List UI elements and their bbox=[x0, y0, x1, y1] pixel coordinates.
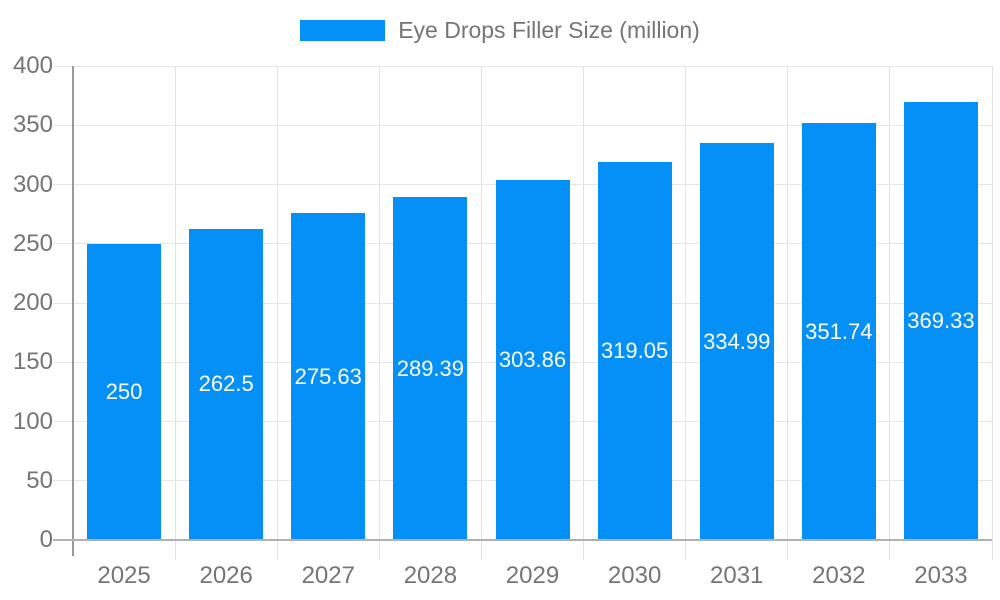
x-gridline bbox=[889, 66, 891, 540]
x-axis-label: 2032 bbox=[812, 562, 866, 589]
y-axis-label: 400 bbox=[12, 52, 53, 79]
x-gridline bbox=[378, 66, 380, 540]
x-gridline bbox=[480, 66, 482, 540]
bar-value-label: 319.05 bbox=[600, 337, 669, 363]
x-tick bbox=[787, 540, 789, 560]
bar-value-label: 334.99 bbox=[703, 328, 771, 354]
x-axis-label: 2031 bbox=[710, 562, 764, 589]
y-tick bbox=[53, 361, 73, 363]
y-axis-label: 350 bbox=[12, 111, 53, 139]
x-tick bbox=[889, 540, 891, 560]
y-axis-label: 300 bbox=[12, 170, 53, 198]
y-gridline bbox=[73, 124, 992, 126]
bar-value-label: 369.33 bbox=[907, 308, 975, 334]
y-axis-label: 150 bbox=[12, 348, 53, 376]
legend-swatch-icon bbox=[300, 20, 386, 41]
y-tick bbox=[53, 184, 73, 185]
x-axis-label: 2028 bbox=[403, 562, 458, 589]
x-gridline bbox=[787, 66, 789, 540]
plot-area: 250 262.5 275.63 289.39 303.86 319.05 334.99 35… bbox=[72, 65, 993, 540]
bar[interactable]: 275.63 bbox=[291, 213, 366, 540]
bar[interactable]: 289.39 bbox=[393, 197, 468, 540]
x-gridline bbox=[685, 66, 687, 540]
bar[interactable]: 250 bbox=[87, 243, 162, 540]
x-axis-label: 2030 bbox=[607, 562, 662, 589]
bar-value-label: 275.63 bbox=[294, 363, 362, 389]
y-tick bbox=[53, 480, 73, 482]
x-axis-label: 2025 bbox=[97, 562, 151, 589]
x-axis-label: 2029 bbox=[505, 562, 560, 589]
bar[interactable]: 334.99 bbox=[699, 143, 774, 540]
x-tick bbox=[480, 540, 482, 560]
x-gridline bbox=[583, 66, 585, 540]
y-tick bbox=[53, 65, 73, 67]
bar-value-label: 303.86 bbox=[498, 346, 567, 372]
y-axis-label: 0 bbox=[39, 526, 53, 553]
y-tick bbox=[53, 421, 73, 422]
x-tick bbox=[276, 540, 278, 560]
x-tick bbox=[991, 540, 993, 560]
y-axis-label: 50 bbox=[26, 466, 53, 494]
bar[interactable]: 319.05 bbox=[597, 161, 672, 540]
y-axis-label: 200 bbox=[12, 289, 53, 316]
bar-value-label: 262.5 bbox=[198, 371, 254, 397]
x-gridline bbox=[991, 66, 993, 540]
x-gridline bbox=[174, 66, 176, 540]
x-tick bbox=[583, 540, 585, 560]
legend-label: Eye Drops Filler Size (million) bbox=[398, 17, 700, 43]
y-axis-line bbox=[72, 66, 74, 556]
bar[interactable]: 262.5 bbox=[189, 228, 264, 540]
x-axis-label: 2027 bbox=[301, 562, 355, 589]
x-tick bbox=[378, 540, 380, 560]
y-gridline bbox=[73, 65, 992, 67]
bar-value-label: 351.74 bbox=[805, 318, 873, 344]
bar-value-label: 289.39 bbox=[396, 355, 465, 381]
y-tick bbox=[53, 124, 73, 126]
y-tick bbox=[53, 302, 73, 304]
y-tick bbox=[53, 243, 73, 245]
legend[interactable]: Eye Drops Filler Size (million) bbox=[0, 17, 1000, 44]
y-axis-label: 100 bbox=[12, 407, 53, 435]
bar[interactable]: 369.33 bbox=[903, 102, 978, 540]
x-gridline bbox=[276, 66, 278, 540]
x-tick bbox=[685, 540, 687, 560]
x-axis-baseline bbox=[53, 539, 992, 541]
y-axis-label: 250 bbox=[12, 229, 53, 257]
bar[interactable]: 303.86 bbox=[495, 179, 570, 540]
x-axis-label: 2026 bbox=[199, 562, 253, 589]
bar-value-label: 250 bbox=[105, 378, 143, 404]
x-tick bbox=[174, 540, 176, 560]
x-axis-label: 2033 bbox=[914, 562, 968, 589]
bar[interactable]: 351.74 bbox=[801, 123, 876, 540]
